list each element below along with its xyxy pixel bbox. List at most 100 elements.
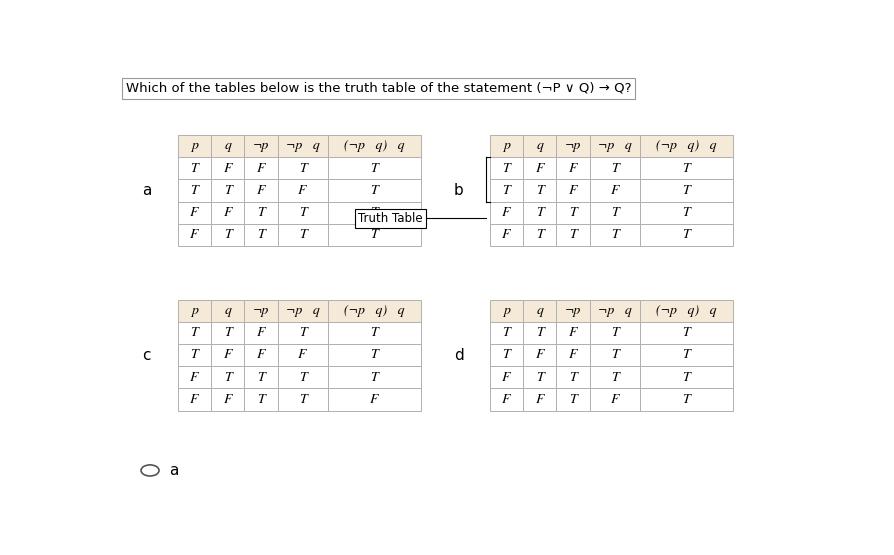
Text: F: F — [224, 393, 232, 406]
Bar — [589, 224, 639, 246]
Bar — [277, 179, 327, 201]
Text: T: T — [682, 229, 689, 241]
Bar — [523, 157, 556, 179]
Text: ¬p ∨ q: ¬p ∨ q — [597, 140, 631, 153]
Bar — [277, 388, 327, 411]
Bar — [211, 366, 244, 388]
Bar — [639, 388, 732, 411]
Text: q: q — [224, 140, 231, 153]
Text: F: F — [502, 393, 510, 406]
Bar — [523, 135, 556, 157]
Text: ¬p: ¬p — [564, 140, 581, 153]
Text: T: T — [224, 326, 232, 339]
Text: T: T — [370, 206, 378, 219]
Text: T: T — [370, 162, 378, 175]
Text: F: F — [190, 371, 198, 384]
Text: T: T — [370, 349, 378, 361]
Bar — [244, 300, 277, 322]
Text: T: T — [299, 393, 306, 406]
Text: T: T — [536, 326, 544, 339]
Text: F: F — [190, 206, 198, 219]
Bar — [211, 224, 244, 246]
Bar — [211, 135, 244, 157]
Text: c: c — [142, 347, 150, 362]
Text: p: p — [502, 140, 510, 153]
Text: T: T — [569, 229, 577, 241]
Text: F: F — [535, 349, 544, 361]
Bar — [277, 135, 327, 157]
Text: F: F — [257, 184, 265, 197]
Bar — [244, 366, 277, 388]
Text: T: T — [299, 371, 306, 384]
Text: (¬p ∨ q) ⇒ q: (¬p ∨ q) ⇒ q — [343, 304, 404, 317]
Bar — [556, 135, 589, 157]
Bar — [277, 157, 327, 179]
Bar — [639, 224, 732, 246]
Text: F: F — [190, 393, 198, 406]
Bar — [178, 344, 211, 366]
Text: F: F — [535, 393, 544, 406]
Text: T: T — [502, 162, 510, 175]
Text: T: T — [569, 393, 577, 406]
Text: ¬p ∨ q: ¬p ∨ q — [597, 304, 631, 317]
Bar — [556, 224, 589, 246]
Text: T: T — [257, 229, 265, 241]
Bar — [523, 388, 556, 411]
Text: F: F — [610, 393, 619, 406]
Text: F: F — [224, 206, 232, 219]
Text: T: T — [224, 371, 232, 384]
Bar — [211, 201, 244, 224]
Bar — [589, 366, 639, 388]
Bar — [327, 157, 421, 179]
Text: F: F — [569, 184, 577, 197]
Bar — [211, 157, 244, 179]
Bar — [639, 157, 732, 179]
Bar — [277, 366, 327, 388]
Bar — [489, 224, 523, 246]
Text: ¬p: ¬p — [564, 304, 581, 317]
Bar — [211, 388, 244, 411]
Text: F: F — [298, 349, 307, 361]
Text: T: T — [299, 229, 306, 241]
Bar — [523, 224, 556, 246]
Bar — [178, 179, 211, 201]
Text: T: T — [682, 184, 689, 197]
Text: ¬p ∨ q: ¬p ∨ q — [285, 304, 319, 317]
Bar — [589, 344, 639, 366]
Bar — [556, 179, 589, 201]
Text: T: T — [370, 371, 378, 384]
Text: T: T — [257, 393, 265, 406]
Text: d: d — [453, 347, 463, 362]
Text: F: F — [370, 393, 378, 406]
Text: p: p — [190, 140, 198, 153]
Text: T: T — [190, 162, 198, 175]
Bar — [639, 366, 732, 388]
Text: F: F — [257, 349, 265, 361]
Bar — [523, 300, 556, 322]
Bar — [489, 157, 523, 179]
Text: T: T — [502, 326, 510, 339]
Bar — [244, 224, 277, 246]
Text: T: T — [190, 184, 198, 197]
Text: p: p — [190, 304, 198, 317]
Bar — [178, 224, 211, 246]
Bar — [589, 300, 639, 322]
Text: (¬p ∨ q) ⇒ q: (¬p ∨ q) ⇒ q — [343, 140, 404, 153]
Text: T: T — [682, 371, 689, 384]
Text: T: T — [502, 349, 510, 361]
Bar — [211, 344, 244, 366]
Text: Truth Table: Truth Table — [358, 212, 422, 225]
Text: ¬p: ¬p — [252, 304, 269, 317]
Bar — [178, 322, 211, 344]
Text: T: T — [257, 206, 265, 219]
Bar — [327, 179, 421, 201]
Bar — [327, 344, 421, 366]
Text: T: T — [299, 326, 306, 339]
Bar — [639, 322, 732, 344]
Bar — [639, 344, 732, 366]
Text: T: T — [299, 162, 306, 175]
Bar — [211, 322, 244, 344]
Text: p: p — [502, 304, 510, 317]
Bar — [639, 300, 732, 322]
Bar — [244, 344, 277, 366]
